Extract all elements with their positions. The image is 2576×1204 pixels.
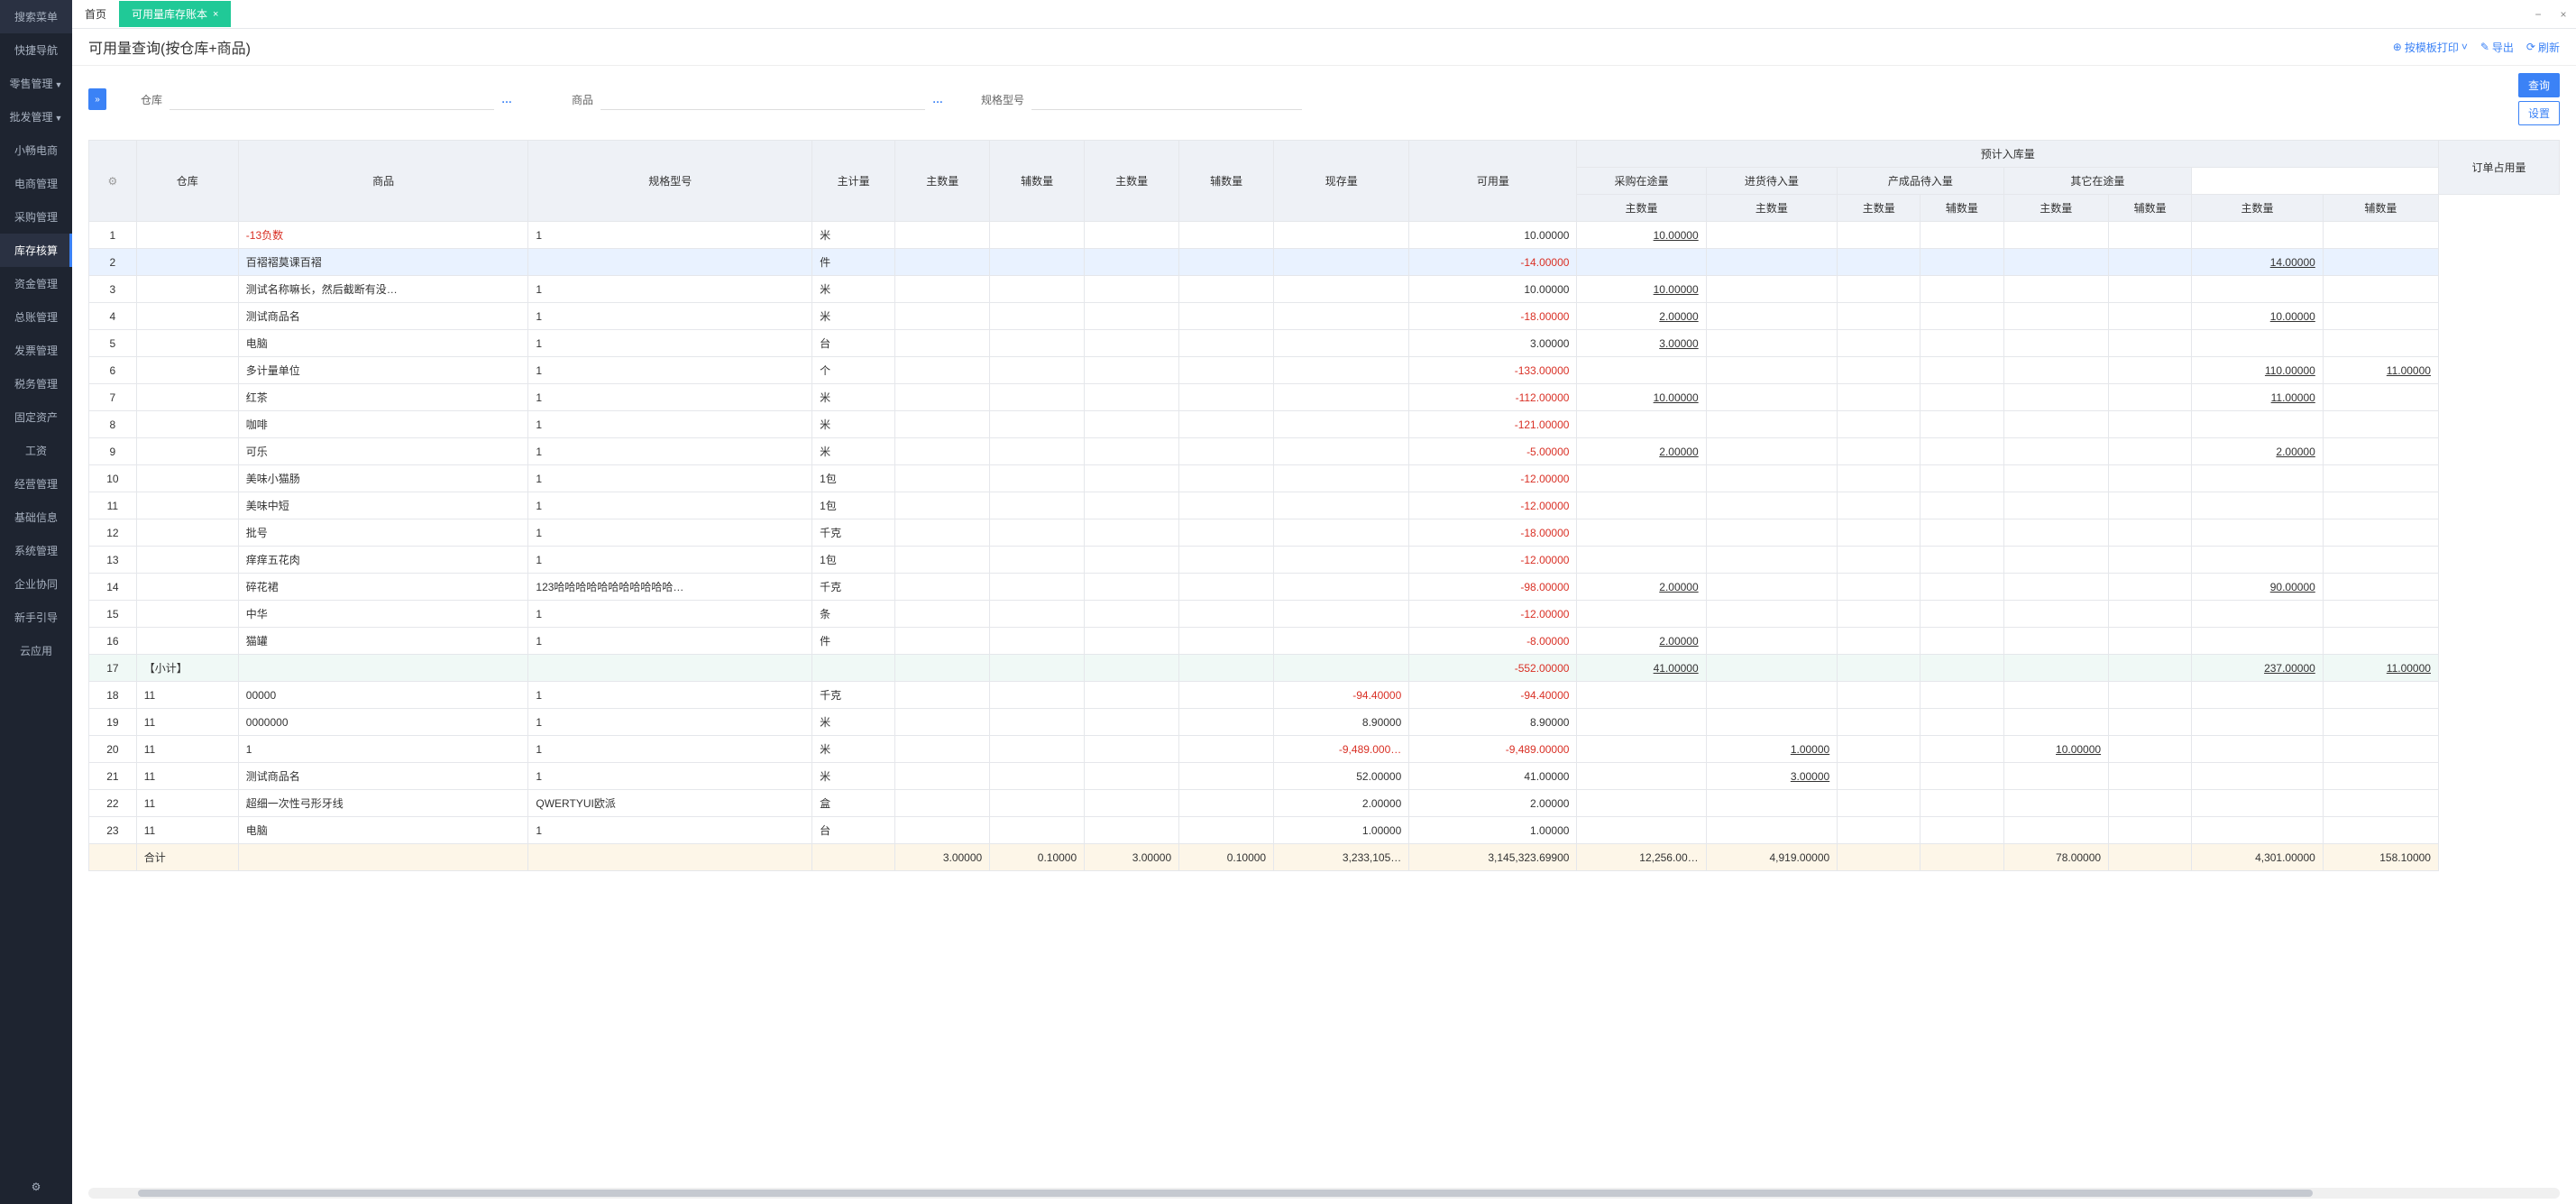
col-main-qty: 主数量 <box>895 141 990 222</box>
table-row[interactable]: 10美味小猫肠11包-12.00000 <box>89 465 2560 492</box>
minimize-icon[interactable]: − <box>2526 2 2551 27</box>
filter-spec-input[interactable] <box>1031 88 1302 110</box>
col-aux-qty: 辅数量 <box>990 141 1085 222</box>
col-main-qty2: 主数量 <box>1085 141 1179 222</box>
sidebar-item-15[interactable]: 基础信息 <box>0 501 72 534</box>
tab-label: 可用量库存账本 <box>132 6 207 22</box>
sidebar-item-6[interactable]: 采购管理 <box>0 200 72 234</box>
sidebar: 搜索菜单快捷导航零售管理▼批发管理▼小畅电商电商管理采购管理库存核算资金管理总账… <box>0 0 72 1204</box>
table-row[interactable]: 11美味中短11包-12.00000 <box>89 492 2560 519</box>
table-row[interactable]: 2111测试商品名1米52.0000041.000003.00000 <box>89 763 2560 790</box>
col-avail: 可用量 <box>1409 141 1577 222</box>
sidebar-item-1[interactable]: 快捷导航 <box>0 33 72 67</box>
table-row[interactable]: 6多计量单位1个-133.00000110.0000011.00000 <box>89 357 2560 384</box>
col-other: 其它在途量 <box>2003 168 2192 195</box>
data-table: ⚙ 仓库 商品 规格型号 主计量 主数量 辅数量 主数量 辅数量 现存量 可用量… <box>88 140 2560 871</box>
table-row[interactable]: 1-13负数1米10.0000010.00000 <box>89 222 2560 249</box>
sidebar-item-14[interactable]: 经营管理 <box>0 467 72 501</box>
table-row[interactable]: 201111米-9,489.000…-9,489.000001.0000010.… <box>89 736 2560 763</box>
tab-home[interactable]: 首页 <box>72 1 119 27</box>
col-unit: 主计量 <box>812 141 895 222</box>
sidebar-item-17[interactable]: 企业协同 <box>0 567 72 601</box>
table-row[interactable]: 15中华1条-12.00000 <box>89 601 2560 628</box>
total-row: 合计 3.00000 0.10000 3.00000 0.10000 3,233… <box>89 844 2560 871</box>
sidebar-item-16[interactable]: 系统管理 <box>0 534 72 567</box>
col-order-occupy: 订单占用量 <box>2438 141 2559 195</box>
col-warehouse: 仓库 <box>136 141 238 222</box>
sidebar-item-9[interactable]: 总账管理 <box>0 300 72 334</box>
table-row[interactable]: 1811000001千克-94.40000-94.40000 <box>89 682 2560 709</box>
col-product: 商品 <box>238 141 528 222</box>
sidebar-item-10[interactable]: 发票管理 <box>0 334 72 367</box>
filter-product-label: 商品 <box>548 92 593 107</box>
table-row[interactable]: 2311电脑1台1.000001.00000 <box>89 817 2560 844</box>
table-container: ⚙ 仓库 商品 规格型号 主计量 主数量 辅数量 主数量 辅数量 现存量 可用量… <box>72 129 2576 1188</box>
table-row[interactable]: 2211超细一次性弓形牙线QWERTYUI欧派盒2.000002.00000 <box>89 790 2560 817</box>
tab-active[interactable]: 可用量库存账本 × <box>119 1 231 27</box>
sidebar-item-2[interactable]: 零售管理▼ <box>0 67 72 100</box>
page-title: 可用量查询(按仓库+商品) <box>88 36 251 58</box>
table-row[interactable]: 3测试名称嘛长，然后截断有没…1米10.0000010.00000 <box>89 276 2560 303</box>
table-row[interactable]: 16猫罐1件-8.000002.00000 <box>89 628 2560 655</box>
close-icon[interactable]: × <box>213 9 218 20</box>
sidebar-item-13[interactable]: 工资 <box>0 434 72 467</box>
table-row[interactable]: 17【小计】-552.0000041.00000237.0000011.0000… <box>89 655 2560 682</box>
sidebar-item-0[interactable]: 搜索菜单 <box>0 0 72 33</box>
export-button[interactable]: ✎ 导出 <box>2480 40 2514 55</box>
page-header: 可用量查询(按仓库+商品) ⊕ 按模板打印 ˅ ✎ 导出 ⟳ 刷新 <box>72 29 2576 66</box>
col-aux-qty2: 辅数量 <box>1179 141 1274 222</box>
refresh-button[interactable]: ⟳ 刷新 <box>2526 40 2560 55</box>
col-spec: 规格型号 <box>528 141 812 222</box>
filter-warehouse-label: 仓库 <box>117 92 162 107</box>
table-row[interactable]: 5电脑1台3.000003.00000 <box>89 330 2560 357</box>
sidebar-item-8[interactable]: 资金管理 <box>0 267 72 300</box>
table-row[interactable]: 191100000001米8.900008.90000 <box>89 709 2560 736</box>
col-stock: 现存量 <box>1274 141 1409 222</box>
filter-warehouse-input[interactable] <box>170 88 494 110</box>
col-group-predict: 预计入库量 <box>1577 141 2439 168</box>
expand-filter-icon[interactable]: » <box>88 88 106 110</box>
table-row[interactable]: 2百褶褶莫课百褶件-14.0000014.00000 <box>89 249 2560 276</box>
lookup-icon[interactable]: … <box>932 93 943 106</box>
filter-spec-label: 规格型号 <box>979 92 1024 107</box>
tab-bar: 首页 可用量库存账本 × − × <box>72 0 2576 29</box>
table-row[interactable]: 9可乐1米-5.000002.000002.00000 <box>89 438 2560 465</box>
close-window-icon[interactable]: × <box>2551 2 2576 27</box>
print-button[interactable]: ⊕ 按模板打印 ˅ <box>2393 40 2468 55</box>
gear-icon[interactable]: ⚙ <box>89 141 137 222</box>
sidebar-item-12[interactable]: 固定资产 <box>0 400 72 434</box>
settings-button[interactable]: 设置 <box>2518 101 2560 125</box>
sidebar-item-11[interactable]: 税务管理 <box>0 367 72 400</box>
table-row[interactable]: 4测试商品名1米-18.000002.0000010.00000 <box>89 303 2560 330</box>
table-row[interactable]: 8咖啡1米-121.00000 <box>89 411 2560 438</box>
filter-product-input[interactable] <box>600 88 925 110</box>
col-purchase: 采购在途量 <box>1577 168 1706 195</box>
sidebar-item-5[interactable]: 电商管理 <box>0 167 72 200</box>
settings-gear-icon[interactable]: ⚙ <box>0 1170 72 1204</box>
table-row[interactable]: 7红茶1米-112.0000010.0000011.00000 <box>89 384 2560 411</box>
sidebar-item-19[interactable]: 云应用 <box>0 634 72 667</box>
query-button[interactable]: 查询 <box>2518 73 2560 97</box>
sidebar-item-7[interactable]: 库存核算 <box>0 234 72 267</box>
table-row[interactable]: 14碎花裙123哈哈哈哈哈哈哈哈哈哈哈…千克-98.000002.0000090… <box>89 574 2560 601</box>
lookup-icon[interactable]: … <box>501 93 512 106</box>
horizontal-scrollbar[interactable] <box>88 1188 2560 1199</box>
table-row[interactable]: 12批号1千克-18.00000 <box>89 519 2560 547</box>
col-incoming: 进货待入量 <box>1706 168 1838 195</box>
table-row[interactable]: 13痒痒五花肉11包-12.00000 <box>89 547 2560 574</box>
sidebar-item-18[interactable]: 新手引导 <box>0 601 72 634</box>
col-finished: 产成品待入量 <box>1838 168 2003 195</box>
sidebar-item-3[interactable]: 批发管理▼ <box>0 100 72 133</box>
sidebar-item-4[interactable]: 小畅电商 <box>0 133 72 167</box>
